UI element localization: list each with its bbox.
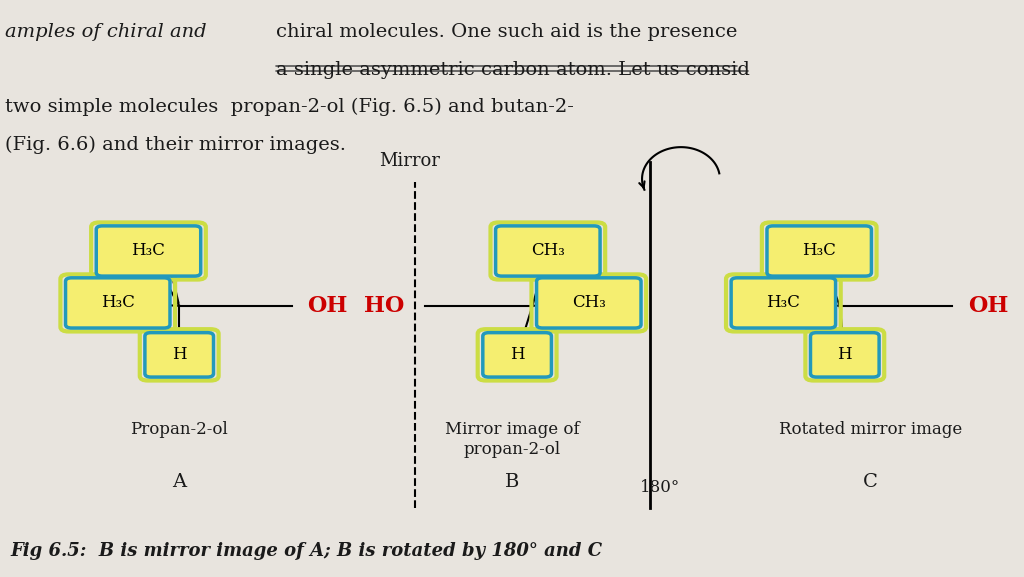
Text: Rotated mirror image: Rotated mirror image <box>779 421 962 438</box>
Text: Mirror image of
propan-2-ol: Mirror image of propan-2-ol <box>444 421 580 458</box>
Text: C: C <box>863 473 878 491</box>
Text: amples of chiral and: amples of chiral and <box>5 23 207 41</box>
Text: HO: HO <box>365 295 404 317</box>
Text: (Fig. 6.6) and their mirror images.: (Fig. 6.6) and their mirror images. <box>5 136 346 154</box>
FancyBboxPatch shape <box>483 332 551 377</box>
Text: CH₃: CH₃ <box>571 294 606 312</box>
FancyBboxPatch shape <box>496 226 600 276</box>
Text: OH: OH <box>968 295 1008 317</box>
Text: 180°: 180° <box>640 479 681 496</box>
FancyBboxPatch shape <box>145 332 213 377</box>
Text: two simple molecules  propan-2-ol (Fig. 6.5) and butan-2-: two simple molecules propan-2-ol (Fig. 6… <box>5 98 574 117</box>
Text: H: H <box>172 346 186 364</box>
FancyBboxPatch shape <box>96 226 201 276</box>
Text: CH₃: CH₃ <box>530 242 565 260</box>
Text: H₃C: H₃C <box>100 294 135 312</box>
Text: H: H <box>510 346 524 364</box>
Text: H₃C: H₃C <box>131 242 166 260</box>
FancyBboxPatch shape <box>66 278 170 328</box>
Text: B: B <box>505 473 519 491</box>
Text: Fig 6.5:  B is mirror image of A; B is rotated by 180° and C: Fig 6.5: B is mirror image of A; B is ro… <box>10 542 602 560</box>
Text: H₃C: H₃C <box>802 242 837 260</box>
Text: H: H <box>838 346 852 364</box>
Text: chiral molecules. One such aid is the presence: chiral molecules. One such aid is the pr… <box>276 23 738 41</box>
FancyBboxPatch shape <box>767 226 871 276</box>
Text: Propan-2-ol: Propan-2-ol <box>130 421 228 438</box>
Text: a single asymmetric carbon atom. Let us consid: a single asymmetric carbon atom. Let us … <box>276 61 751 78</box>
Text: H₃C: H₃C <box>766 294 801 312</box>
FancyBboxPatch shape <box>811 332 879 377</box>
Text: A: A <box>172 473 186 491</box>
Text: Mirror: Mirror <box>379 152 440 170</box>
FancyBboxPatch shape <box>731 278 836 328</box>
Text: OH: OH <box>307 295 347 317</box>
FancyBboxPatch shape <box>537 278 641 328</box>
